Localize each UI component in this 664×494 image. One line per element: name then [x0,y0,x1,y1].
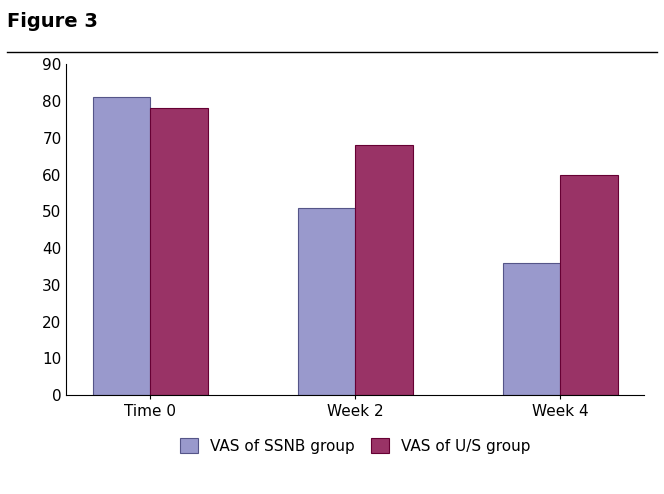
Bar [93,97,150,395]
Bar [560,174,618,395]
Bar [150,108,208,395]
Text: Figure 3: Figure 3 [7,12,98,31]
Bar [355,145,413,395]
Legend: VAS of SSNB group, VAS of U/S group: VAS of SSNB group, VAS of U/S group [180,438,531,454]
Bar [503,263,560,395]
Bar [297,207,355,395]
